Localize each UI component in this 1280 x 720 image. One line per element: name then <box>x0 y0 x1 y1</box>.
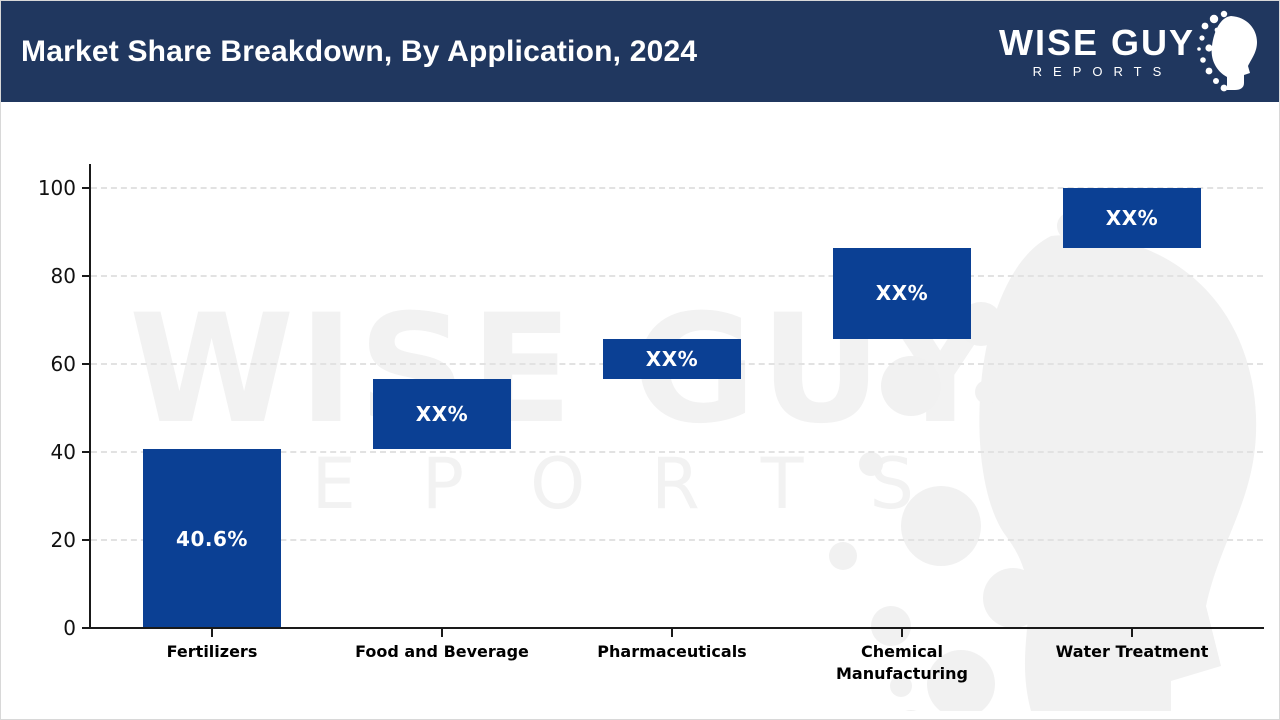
x-axis-label: Food and Beverage <box>355 642 529 661</box>
bar-chemical-manufacturing: XX% <box>833 247 971 339</box>
y-tick-mark <box>82 187 91 189</box>
y-axis-line <box>89 164 91 629</box>
y-tick-label: 0 <box>63 616 76 640</box>
gridline-40 <box>91 451 1263 453</box>
y-tick-label: 60 <box>50 352 76 376</box>
bar-food-and-beverage: XX% <box>373 378 511 450</box>
gridline-20 <box>91 539 1263 541</box>
y-tick-label: 80 <box>50 264 76 288</box>
watermark-reports-text: REPORTS <box>197 443 980 525</box>
head-dots-icon <box>1197 10 1257 91</box>
bar-value-label: 40.6% <box>176 526 248 551</box>
x-axis-label: Fertilizers <box>166 642 258 661</box>
x-axis-label: Chemical Manufacturing <box>836 642 968 683</box>
x-tick-mark <box>1131 629 1133 637</box>
brand-logo: WISE GUY REPORTS <box>999 10 1263 94</box>
y-tick-label: 20 <box>50 528 76 552</box>
bar-value-label: XX% <box>1105 205 1159 230</box>
gridline-100 <box>91 187 1263 189</box>
bar-pharmaceuticals: XX% <box>603 338 741 379</box>
report-header: Market Share Breakdown, By Application, … <box>1 1 1279 102</box>
brand-subtitle: REPORTS <box>1032 64 1173 79</box>
x-axis-line <box>89 627 1264 629</box>
bar-value-label: XX% <box>415 402 469 427</box>
bar-fertilizers: 40.6% <box>143 449 281 628</box>
page-title: Market Share Breakdown, By Application, … <box>21 34 698 68</box>
y-tick-mark <box>82 539 91 541</box>
y-tick-mark <box>82 363 91 365</box>
x-tick-mark <box>441 629 443 637</box>
y-tick-mark <box>82 451 91 453</box>
x-axis-label: Water Treatment <box>1055 642 1209 661</box>
y-tick-label: 100 <box>37 176 76 200</box>
gridline-80 <box>91 275 1263 277</box>
x-tick-mark <box>211 629 213 637</box>
bar-water-treatment: XX% <box>1063 188 1201 248</box>
brand-name: WISE GUY <box>998 22 1195 63</box>
x-tick-mark <box>901 629 903 637</box>
y-tick-mark <box>82 275 91 277</box>
x-axis-label: Pharmaceuticals <box>597 642 747 661</box>
x-tick-mark <box>671 629 673 637</box>
watermark-head-dots-icon <box>829 212 1257 711</box>
y-tick-mark <box>82 627 91 629</box>
brand-logo-text: WISE GUY REPORTS <box>999 23 1195 80</box>
bar-value-label: XX% <box>875 281 929 306</box>
bar-value-label: XX% <box>645 346 699 371</box>
y-tick-label: 40 <box>50 440 76 464</box>
